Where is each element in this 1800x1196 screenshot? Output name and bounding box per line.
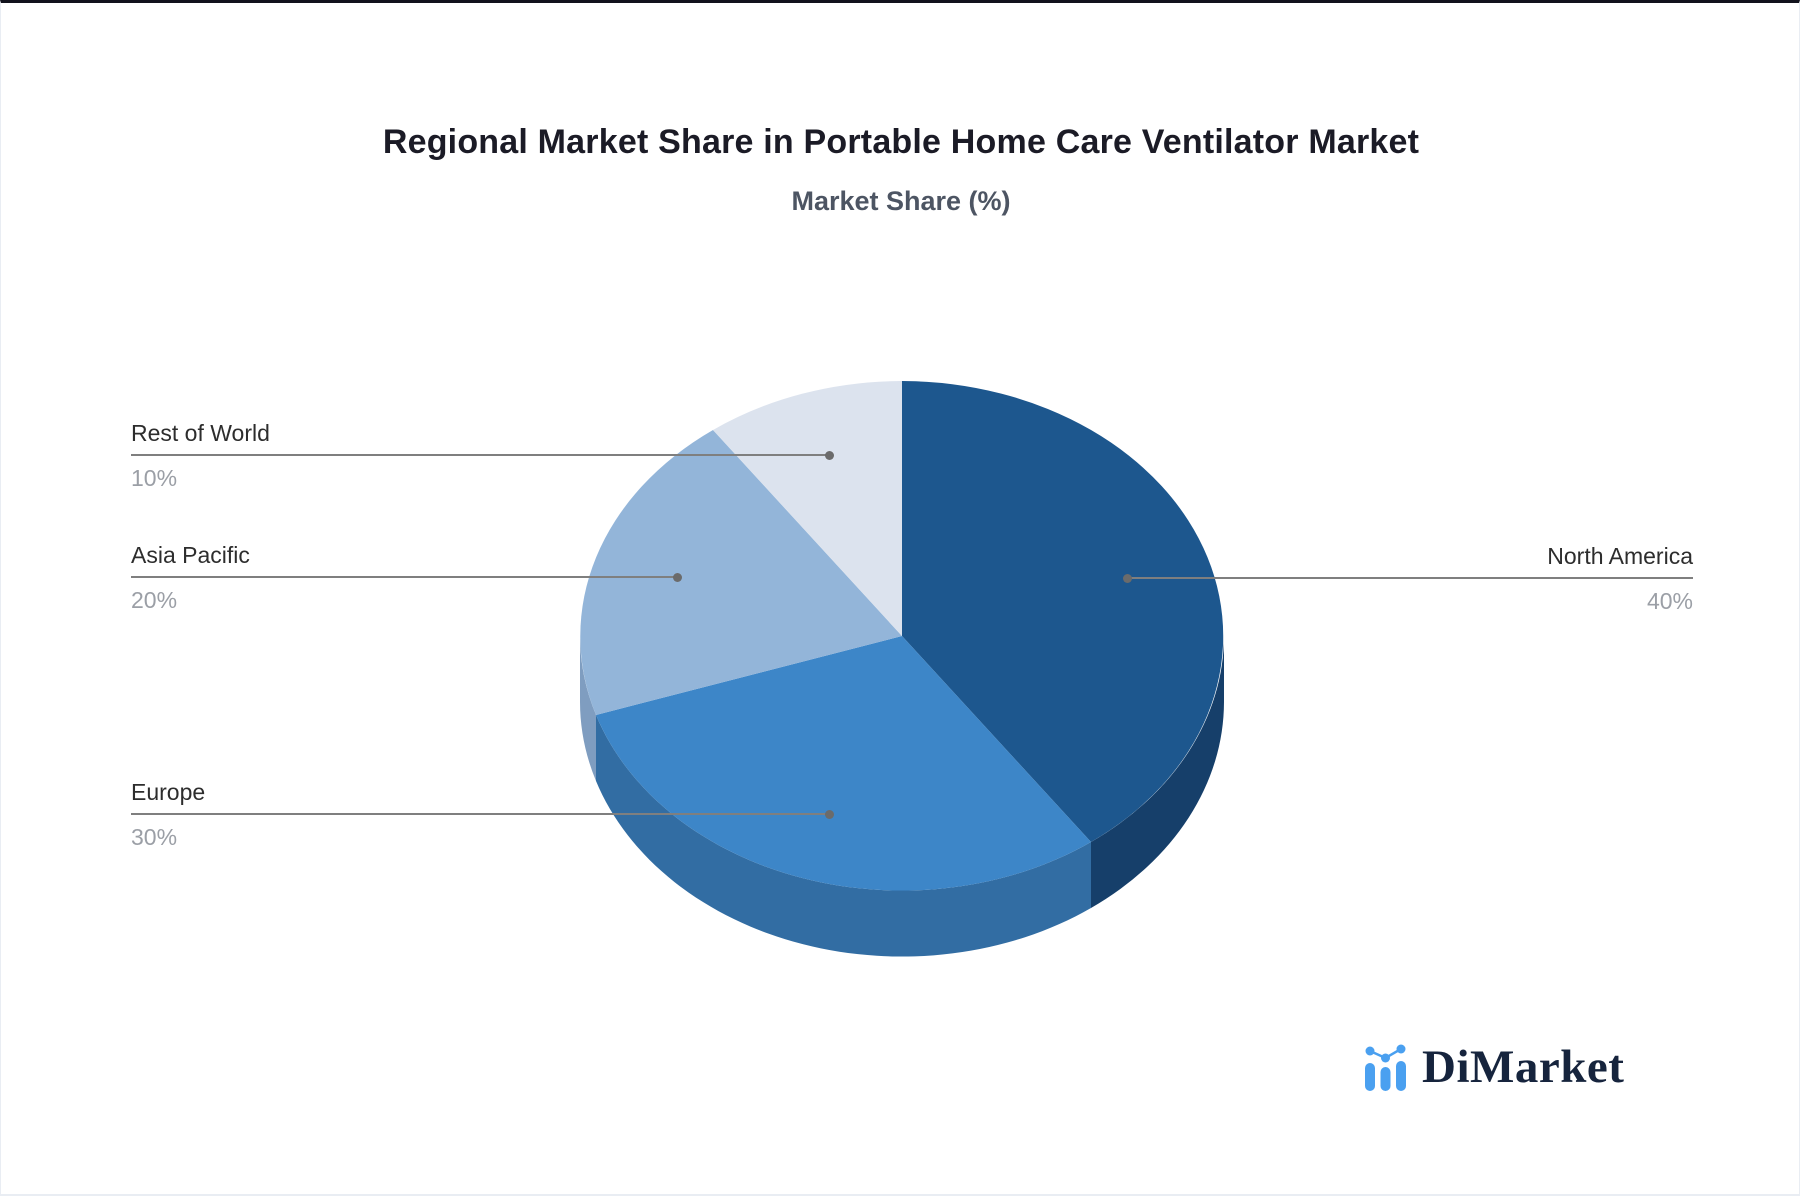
callout-value: 30%	[131, 824, 178, 850]
leader-dot-rest-of-world	[825, 451, 834, 460]
pie-slice-north-america	[902, 381, 1224, 842]
pie-slice-europe	[596, 636, 1091, 891]
callout-label: North America	[1547, 543, 1693, 569]
bar-chart-icon	[1365, 1044, 1406, 1091]
leader-dot-europe	[825, 810, 834, 819]
callout-value: 40%	[1646, 588, 1693, 614]
pie-slice-europe-side	[596, 715, 1091, 957]
leader-line-asia-pacific	[131, 576, 677, 578]
callout-label: Rest of World	[131, 420, 270, 446]
chart-subtitle: Market Share (%)	[791, 186, 1011, 216]
pie-slice-rest-of-world	[713, 381, 902, 636]
pie-slice-north-america-side	[1091, 636, 1224, 908]
callout-label: Asia Pacific	[131, 542, 250, 568]
pie-chart	[580, 381, 1224, 957]
leader-line-europe	[131, 813, 829, 815]
pie-slice-asia-pacific-side	[580, 636, 596, 781]
leader-line-rest-of-world	[131, 454, 829, 456]
leader-dot-north-america	[1123, 574, 1132, 583]
brand-logo: DiMarket	[1363, 1043, 1624, 1091]
callout-value: 10%	[131, 465, 178, 491]
pie-slice-asia-pacific	[580, 430, 902, 715]
leader-dot-asia-pacific	[673, 573, 682, 582]
leader-line-north-america	[1127, 577, 1693, 579]
brand-logo-text: DiMarket	[1422, 1041, 1625, 1093]
callout-value: 20%	[131, 587, 178, 613]
callout-label: Europe	[131, 779, 206, 805]
chart-title: Regional Market Share in Portable Home C…	[382, 123, 1420, 161]
